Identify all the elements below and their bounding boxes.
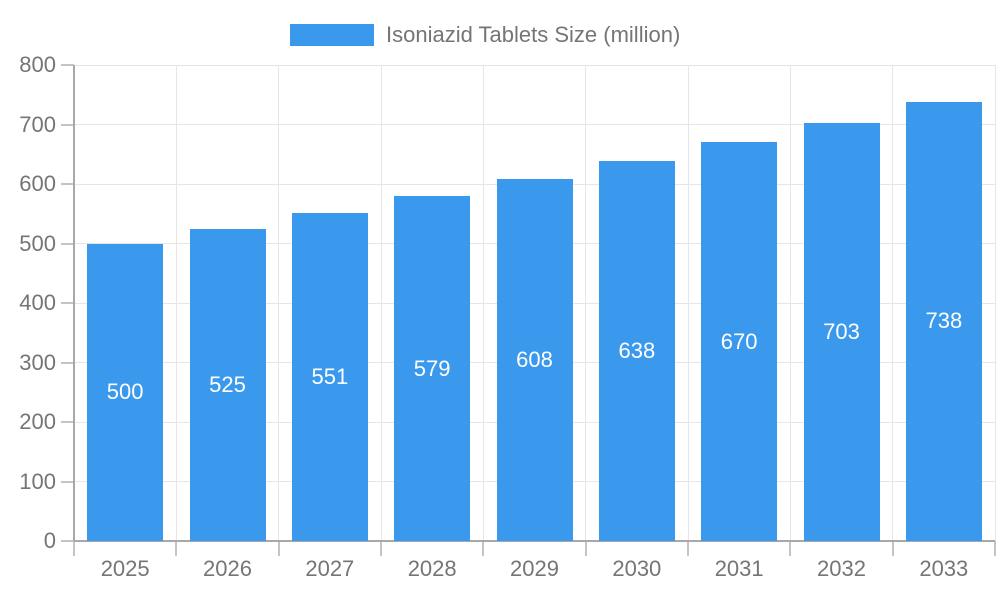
x-axis-tick bbox=[891, 541, 894, 556]
bar-value-label: 500 bbox=[106, 379, 144, 405]
gridline-vertical bbox=[175, 65, 177, 541]
gridline-vertical bbox=[994, 65, 996, 541]
x-axis-label: 2032 bbox=[817, 556, 866, 581]
x-axis-label: 2028 bbox=[407, 556, 457, 581]
x-axis-tick bbox=[482, 541, 485, 556]
y-axis-tick bbox=[61, 242, 74, 245]
bar[interactable]: 670 bbox=[701, 142, 778, 541]
legend-label: Isoniazid Tablets Size (million) bbox=[386, 22, 681, 47]
x-axis-tick bbox=[73, 541, 75, 556]
y-axis-label: 300 bbox=[19, 349, 56, 375]
x-axis-tick bbox=[687, 541, 689, 556]
y-axis-tick bbox=[61, 540, 74, 542]
x-axis-tick bbox=[380, 541, 382, 556]
y-axis-label: 400 bbox=[19, 290, 56, 315]
x-axis-line bbox=[74, 540, 995, 542]
gridline-vertical bbox=[380, 65, 382, 541]
bar-value-label: 670 bbox=[720, 328, 758, 354]
legend-item[interactable]: Isoniazid Tablets Size (million) bbox=[290, 23, 680, 47]
x-axis-label: 2030 bbox=[612, 556, 662, 581]
y-axis-tick bbox=[61, 123, 74, 126]
gridline-vertical bbox=[789, 65, 791, 541]
gridline-vertical bbox=[585, 65, 587, 541]
y-axis-label: 800 bbox=[19, 52, 56, 77]
bar-value-label: 703 bbox=[823, 318, 860, 344]
bar[interactable]: 579 bbox=[394, 196, 471, 541]
gridline-vertical bbox=[482, 65, 484, 541]
bar-value-label: 738 bbox=[925, 308, 963, 334]
bar-value-label: 608 bbox=[516, 347, 553, 373]
gridline-vertical bbox=[892, 65, 894, 541]
x-axis-label: 2025 bbox=[100, 556, 150, 581]
x-axis-label: 2027 bbox=[305, 556, 355, 581]
y-axis-tick bbox=[61, 302, 74, 304]
x-axis-label: 2026 bbox=[203, 556, 252, 581]
x-axis-label: 2029 bbox=[510, 556, 559, 581]
bar[interactable]: 551 bbox=[291, 213, 368, 541]
bar-value-label: 638 bbox=[618, 338, 656, 364]
bar[interactable]: 703 bbox=[803, 122, 880, 541]
plot-area: 0 100 200 300 400 500 600 700 800 2025 2026 2027 202… bbox=[19, 53, 996, 581]
gridline-vertical bbox=[278, 65, 280, 541]
y-axis-line bbox=[73, 65, 75, 541]
gridline-horizontal bbox=[74, 64, 995, 66]
bar[interactable]: 738 bbox=[905, 101, 982, 541]
bar[interactable]: 500 bbox=[87, 243, 164, 541]
y-axis-tick bbox=[61, 421, 74, 423]
y-axis-label: 500 bbox=[19, 230, 56, 256]
bar[interactable]: 638 bbox=[598, 161, 675, 541]
y-axis-label: 100 bbox=[19, 468, 56, 494]
x-axis-label: 2031 bbox=[714, 556, 764, 581]
x-axis-tick bbox=[277, 541, 280, 556]
y-axis-label: 700 bbox=[19, 111, 56, 137]
y-axis-label: 0 bbox=[43, 528, 56, 553]
y-axis-label: 200 bbox=[19, 409, 56, 434]
y-axis-tick bbox=[61, 480, 74, 483]
bar-value-label: 525 bbox=[209, 371, 246, 397]
bar-value-label: 579 bbox=[413, 355, 451, 381]
y-axis-tick bbox=[61, 64, 74, 66]
bar[interactable]: 608 bbox=[496, 179, 573, 541]
y-axis-tick bbox=[61, 183, 74, 185]
x-axis-tick bbox=[584, 541, 587, 556]
y-axis-tick bbox=[61, 361, 74, 364]
gridline-vertical bbox=[687, 65, 689, 541]
x-axis-tick bbox=[175, 541, 178, 556]
bar[interactable]: 525 bbox=[189, 228, 266, 541]
bar-value-label: 551 bbox=[311, 364, 349, 390]
x-axis-label: 2033 bbox=[919, 556, 969, 581]
gridline-horizontal bbox=[74, 124, 995, 125]
legend-swatch bbox=[290, 24, 374, 46]
x-axis-tick bbox=[994, 541, 996, 556]
y-axis-label: 600 bbox=[19, 171, 56, 196]
x-axis-tick bbox=[789, 541, 792, 556]
